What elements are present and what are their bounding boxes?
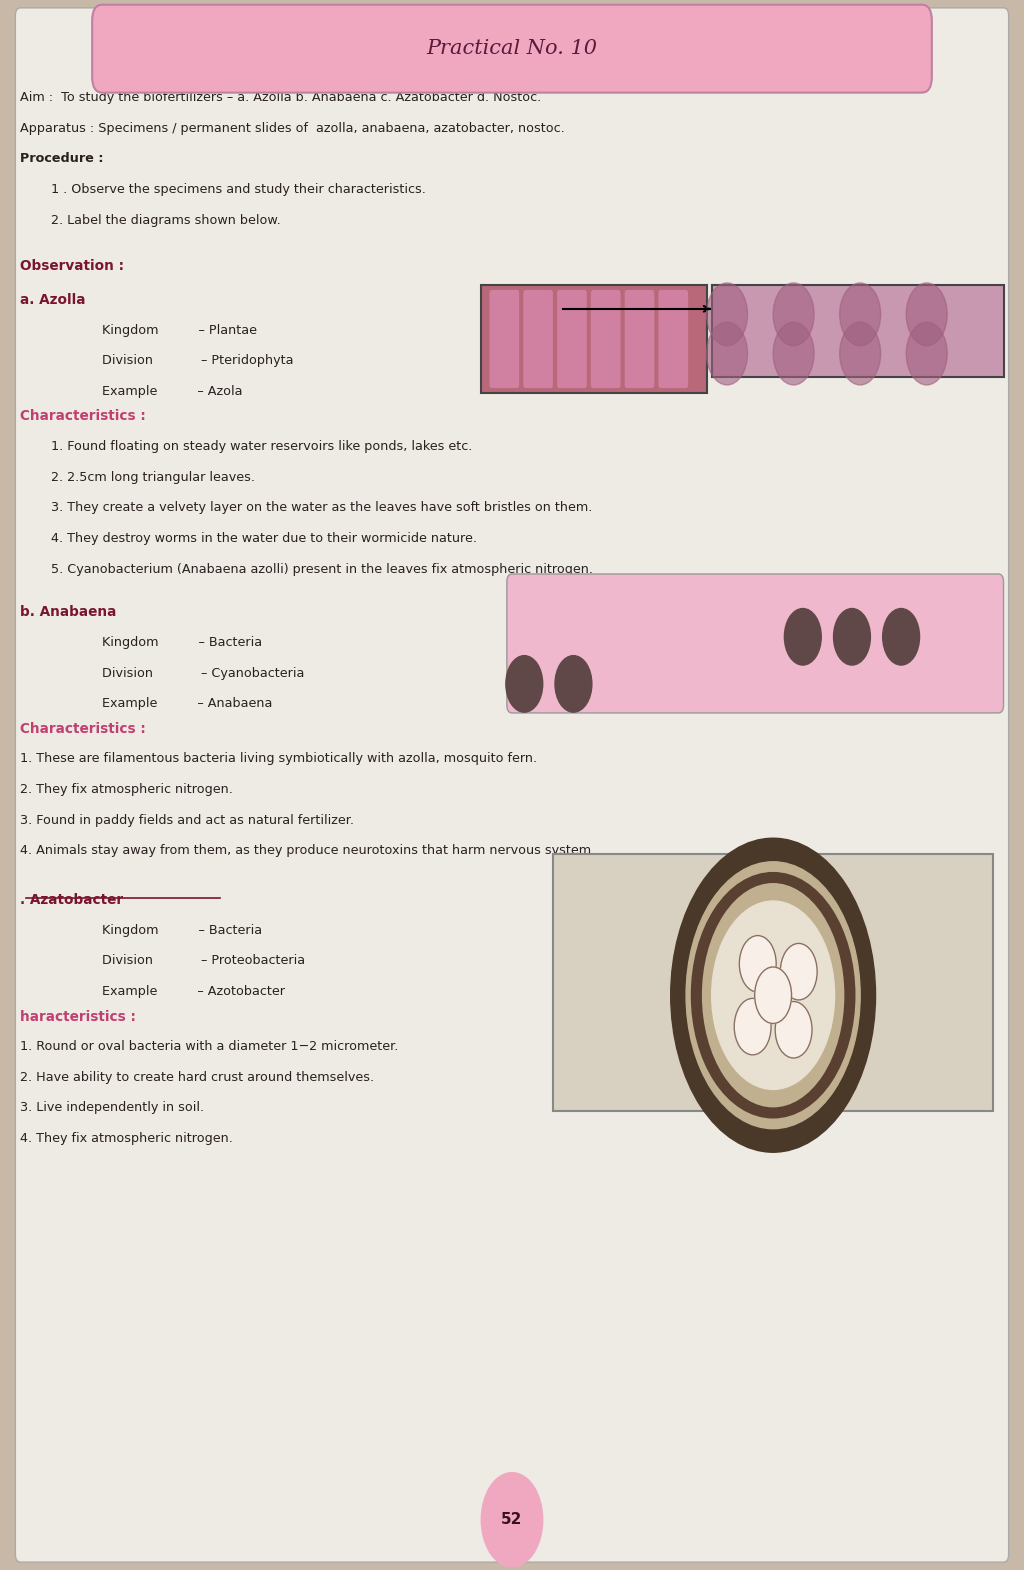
Circle shape: [734, 999, 771, 1055]
Circle shape: [784, 609, 821, 666]
FancyBboxPatch shape: [553, 854, 993, 1110]
Text: 5. Cyanobacterium (Anabaena azolli) present in the leaves fix atmospheric nitrog: 5. Cyanobacterium (Anabaena azolli) pres…: [51, 562, 593, 576]
Text: 2. 2.5cm long triangular leaves.: 2. 2.5cm long triangular leaves.: [51, 471, 255, 484]
Text: Apparatus : Specimens / permanent slides of  azolla, anabaena, azatobacter, nost: Apparatus : Specimens / permanent slides…: [20, 122, 565, 135]
Text: b. Anabaena: b. Anabaena: [20, 606, 117, 620]
Text: Example          – Anabaena: Example – Anabaena: [102, 697, 272, 710]
Circle shape: [775, 1002, 812, 1058]
Circle shape: [506, 656, 543, 713]
Text: 1. These are filamentous bacteria living symbiotically with azolla, mosquito fer: 1. These are filamentous bacteria living…: [20, 752, 538, 765]
FancyBboxPatch shape: [591, 290, 621, 388]
Circle shape: [707, 322, 748, 385]
Circle shape: [906, 283, 947, 345]
Circle shape: [755, 967, 792, 1024]
Text: Aim :  To study the biofertilizers – a. Azolla b. Anabaena c. Azatobacter d. Nos: Aim : To study the biofertilizers – a. A…: [20, 91, 542, 104]
Circle shape: [840, 322, 881, 385]
Circle shape: [481, 1473, 543, 1567]
Circle shape: [739, 936, 776, 992]
Circle shape: [906, 322, 947, 385]
Text: Kingdom          – Bacteria: Kingdom – Bacteria: [102, 636, 262, 648]
FancyBboxPatch shape: [658, 290, 688, 388]
Circle shape: [773, 322, 814, 385]
Circle shape: [834, 609, 870, 666]
Text: 3. Live independently in soil.: 3. Live independently in soil.: [20, 1101, 205, 1115]
Circle shape: [712, 901, 835, 1090]
Text: Kingdom          – Plantae: Kingdom – Plantae: [102, 323, 257, 336]
Text: Characteristics :: Characteristics :: [20, 410, 146, 424]
Text: 2. Label the diagrams shown below.: 2. Label the diagrams shown below.: [51, 214, 281, 226]
Text: Division            – Cyanobacteria: Division – Cyanobacteria: [102, 667, 305, 680]
Circle shape: [840, 283, 881, 345]
Text: 1 . Observe the specimens and study their characteristics.: 1 . Observe the specimens and study thei…: [51, 184, 426, 196]
Text: 2. They fix atmospheric nitrogen.: 2. They fix atmospheric nitrogen.: [20, 783, 233, 796]
FancyBboxPatch shape: [625, 290, 654, 388]
Circle shape: [780, 944, 817, 1000]
Text: Practical No. 10: Practical No. 10: [427, 39, 597, 58]
Text: Example          – Azotobacter: Example – Azotobacter: [102, 984, 286, 999]
Text: Example          – Azola: Example – Azola: [102, 385, 243, 397]
Text: 1. Found floating on steady water reservoirs like ponds, lakes etc.: 1. Found floating on steady water reserv…: [51, 440, 472, 454]
FancyBboxPatch shape: [507, 575, 1004, 713]
FancyBboxPatch shape: [557, 290, 587, 388]
Text: Division            – Pteridophyta: Division – Pteridophyta: [102, 355, 294, 367]
Text: 4. They fix atmospheric nitrogen.: 4. They fix atmospheric nitrogen.: [20, 1132, 233, 1145]
FancyBboxPatch shape: [489, 290, 519, 388]
Text: a. Azolla: a. Azolla: [20, 294, 86, 308]
Circle shape: [686, 862, 860, 1129]
Text: 52: 52: [502, 1512, 522, 1528]
Text: 4. Animals stay away from them, as they produce neurotoxins that harm nervous sy: 4. Animals stay away from them, as they …: [20, 845, 596, 857]
Text: 2. Have ability to create hard crust around themselves.: 2. Have ability to create hard crust aro…: [20, 1071, 375, 1083]
FancyBboxPatch shape: [15, 8, 1009, 1562]
Circle shape: [555, 656, 592, 713]
FancyBboxPatch shape: [712, 286, 1004, 377]
Circle shape: [707, 283, 748, 345]
Circle shape: [773, 283, 814, 345]
Text: 3. Found in paddy fields and act as natural fertilizer.: 3. Found in paddy fields and act as natu…: [20, 813, 354, 826]
Circle shape: [671, 838, 876, 1152]
Text: 1. Round or oval bacteria with a diameter 1−2 micrometer.: 1. Round or oval bacteria with a diamete…: [20, 1039, 399, 1053]
FancyBboxPatch shape: [523, 290, 553, 388]
Text: Observation :: Observation :: [20, 259, 125, 273]
Text: Characteristics :: Characteristics :: [20, 722, 146, 736]
Text: Division            – Proteobacteria: Division – Proteobacteria: [102, 955, 305, 967]
FancyBboxPatch shape: [92, 5, 932, 93]
Circle shape: [883, 609, 920, 666]
Text: 3. They create a velvety layer on the water as the leaves have soft bristles on : 3. They create a velvety layer on the wa…: [51, 501, 593, 515]
Text: Procedure :: Procedure :: [20, 152, 104, 165]
Text: . Azatobacter: . Azatobacter: [20, 893, 124, 907]
Text: haracteristics :: haracteristics :: [20, 1010, 136, 1024]
Text: 4. They destroy worms in the water due to their wormicide nature.: 4. They destroy worms in the water due t…: [51, 532, 477, 545]
Text: Kingdom          – Bacteria: Kingdom – Bacteria: [102, 923, 262, 937]
FancyBboxPatch shape: [481, 286, 707, 392]
